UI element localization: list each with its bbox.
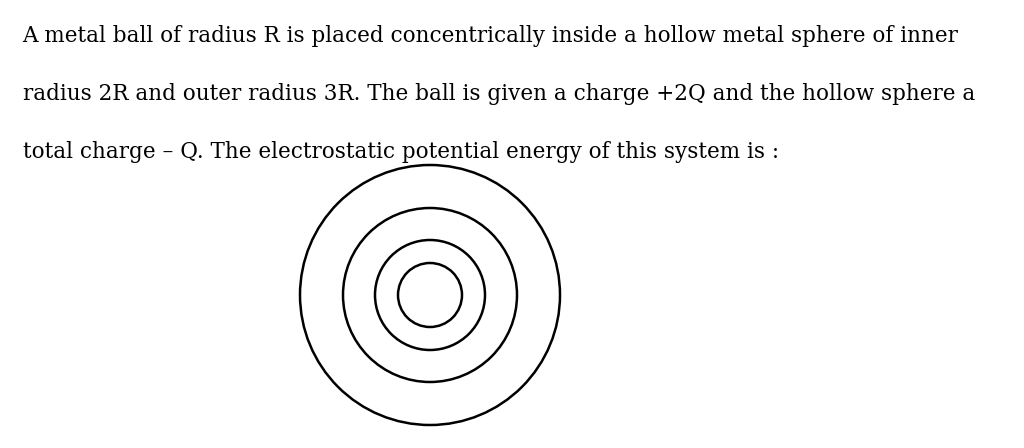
Text: radius 2R and outer radius 3R. The ball is given a charge +2Q and the hollow sph: radius 2R and outer radius 3R. The ball …	[23, 83, 975, 105]
Text: A metal ball of radius R is placed concentrically inside a hollow metal sphere o: A metal ball of radius R is placed conce…	[23, 25, 958, 47]
Text: total charge – Q. The electrostatic potential energy of this system is :: total charge – Q. The electrostatic pote…	[23, 141, 778, 163]
